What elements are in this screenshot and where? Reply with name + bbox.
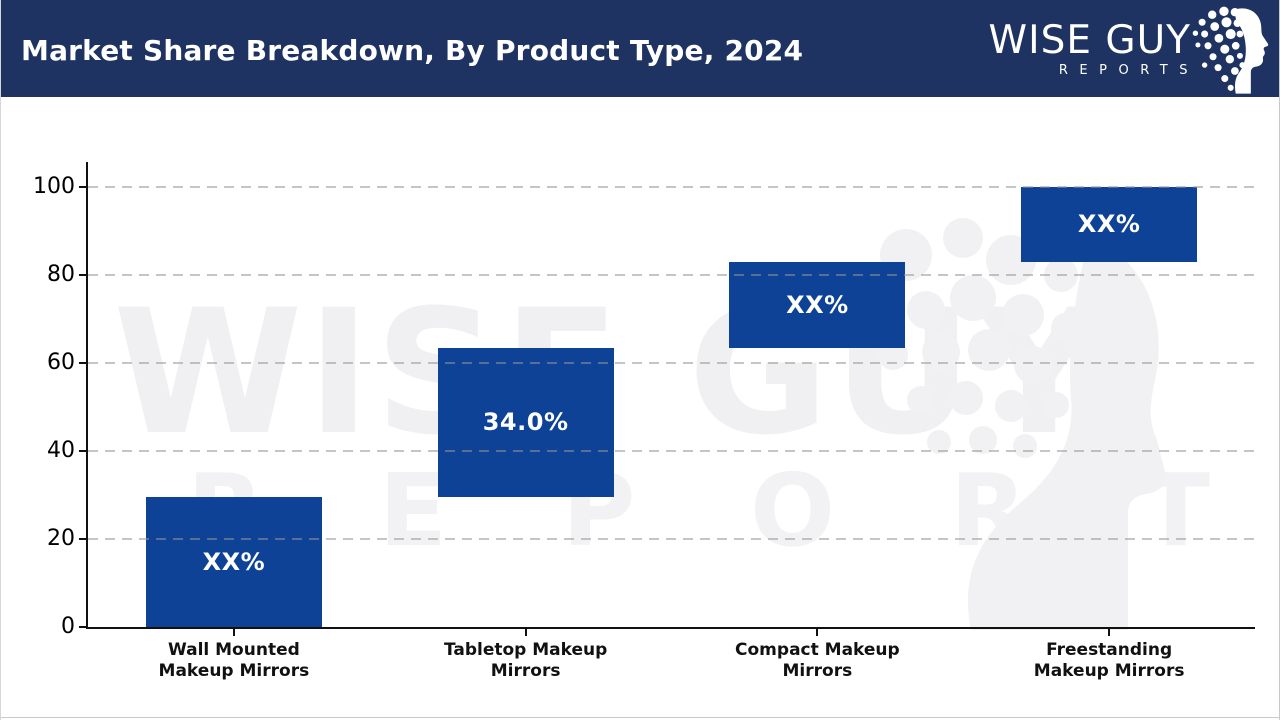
bar-value-label: 34.0% xyxy=(482,408,569,437)
bar-value-label: XX% xyxy=(786,290,849,319)
y-tick-label: 80 xyxy=(47,262,75,287)
y-axis-line xyxy=(86,162,88,629)
gridline xyxy=(88,186,1255,188)
x-category-label: Tabletop Makeup Mirrors xyxy=(380,640,672,682)
y-tick-label: 60 xyxy=(47,350,75,375)
x-category-label-line: Mirrors xyxy=(782,661,853,681)
y-tick-label: 100 xyxy=(33,174,75,199)
y-tick-mark xyxy=(79,450,86,452)
gridline xyxy=(88,274,1255,276)
x-category-label-line: Freestanding xyxy=(1046,640,1173,660)
bar: XX% xyxy=(145,497,322,627)
logo-wordmark: WISE GUY xyxy=(988,18,1191,63)
y-tick-mark xyxy=(79,626,86,628)
y-tick-mark xyxy=(79,538,86,540)
bar: XX% xyxy=(729,261,906,348)
y-tick-mark xyxy=(79,362,86,364)
x-category-label-line: Wall Mounted xyxy=(167,640,300,660)
brand-logo: WISE GUY REPORTS xyxy=(989,4,1269,94)
y-tick-label: 40 xyxy=(47,438,75,463)
y-tick-mark xyxy=(79,186,86,188)
x-category-label-line: Compact Makeup xyxy=(735,640,900,660)
header-bar: Market Share Breakdown, By Product Type,… xyxy=(1,0,1279,97)
x-category-label: Compact Makeup Mirrors xyxy=(672,640,964,682)
bar: 34.0% xyxy=(437,347,614,498)
x-axis-line xyxy=(86,627,1255,629)
bar-value-label: XX% xyxy=(1077,210,1141,239)
bar-value-label: XX% xyxy=(202,548,266,577)
x-tick-mark xyxy=(524,629,527,636)
logo-subtitle: REPORTS xyxy=(1058,63,1199,78)
x-category-label-line: Mirrors xyxy=(490,661,561,681)
gridline xyxy=(88,538,1255,540)
watermark-face-icon xyxy=(878,218,1166,630)
bar: XX% xyxy=(1021,187,1198,262)
y-tick-label: 0 xyxy=(61,614,75,639)
x-tick-mark xyxy=(232,629,235,636)
gridline xyxy=(88,450,1255,452)
y-tick-mark xyxy=(79,274,86,276)
x-tick-mark xyxy=(1108,629,1111,636)
watermark-reports: R E P O R T S xyxy=(187,452,1279,569)
y-tick-label: 20 xyxy=(47,526,75,551)
x-category-label: Freestanding Makeup Mirrors xyxy=(963,640,1255,682)
x-category-label-line: Makeup Mirrors xyxy=(158,661,310,681)
x-category-label-line: Makeup Mirrors xyxy=(1033,661,1185,681)
x-category-label-line: Tabletop Makeup xyxy=(443,640,608,660)
x-tick-mark xyxy=(816,629,819,636)
chart-title: Market Share Breakdown, By Product Type,… xyxy=(21,34,804,67)
gridline xyxy=(88,362,1255,364)
x-category-label: Wall Mounted Makeup Mirrors xyxy=(88,640,380,682)
logo-face-icon xyxy=(1192,6,1269,94)
